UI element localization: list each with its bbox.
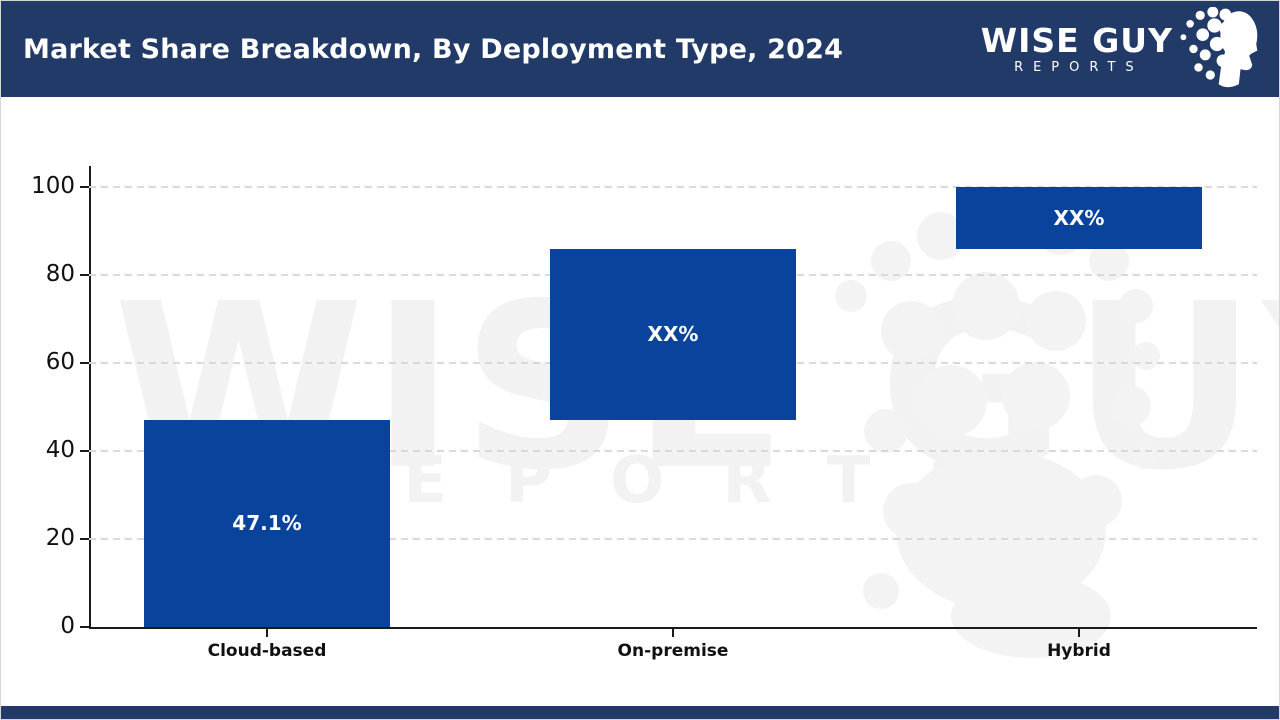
y-tick-label: 40 (45, 437, 75, 463)
logo-wordmark: WISE GUY (980, 21, 1173, 60)
gridline-40 (89, 450, 1257, 452)
logo-subtitle: REPORTS (1014, 60, 1144, 75)
x-tick-2 (1078, 629, 1080, 637)
y-tick-label: 0 (60, 613, 75, 639)
gridline-100 (89, 186, 1257, 188)
bar-value-label: XX% (1053, 205, 1105, 230)
y-tick-label: 60 (45, 349, 75, 375)
y-tick-label: 100 (31, 173, 75, 199)
dotted-face-profile-icon (1180, 7, 1258, 88)
x-tick-0 (266, 629, 268, 637)
y-tick-60 (80, 362, 89, 364)
footer-bar (1, 706, 1279, 719)
y-tick-40 (80, 450, 89, 452)
bar-cloud-based: 47.1% (144, 419, 390, 627)
bar-on-premise: XX% (550, 248, 796, 420)
x-axis-line (89, 627, 1257, 629)
x-tick-label: Hybrid (1047, 641, 1111, 661)
bar-value-label: 47.1% (232, 511, 302, 536)
y-tick-0 (80, 626, 89, 628)
y-tick-20 (80, 538, 89, 540)
logo-text: WISE GUY REPORTS (981, 24, 1173, 74)
gridline-20 (89, 538, 1257, 540)
watermark-subtitle: REPORTS (296, 444, 1033, 518)
wise-guy-reports-logo: WISE GUY REPORTS (981, 7, 1259, 91)
header-bar: Market Share Breakdown, By Deployment Ty… (1, 1, 1279, 97)
x-tick-1 (672, 629, 674, 637)
x-tick-label: Cloud-based (207, 641, 327, 661)
x-tick-label: On-premise (617, 641, 729, 661)
bar-hybrid: XX% (956, 187, 1202, 249)
page-title: Market Share Breakdown, By Deployment Ty… (23, 33, 844, 65)
y-tick-label: 20 (45, 525, 75, 551)
y-tick-80 (80, 274, 89, 276)
y-axis-line (89, 166, 91, 629)
y-tick-label: 80 (45, 261, 75, 287)
bar-value-label: XX% (647, 322, 699, 347)
y-tick-100 (80, 186, 89, 188)
